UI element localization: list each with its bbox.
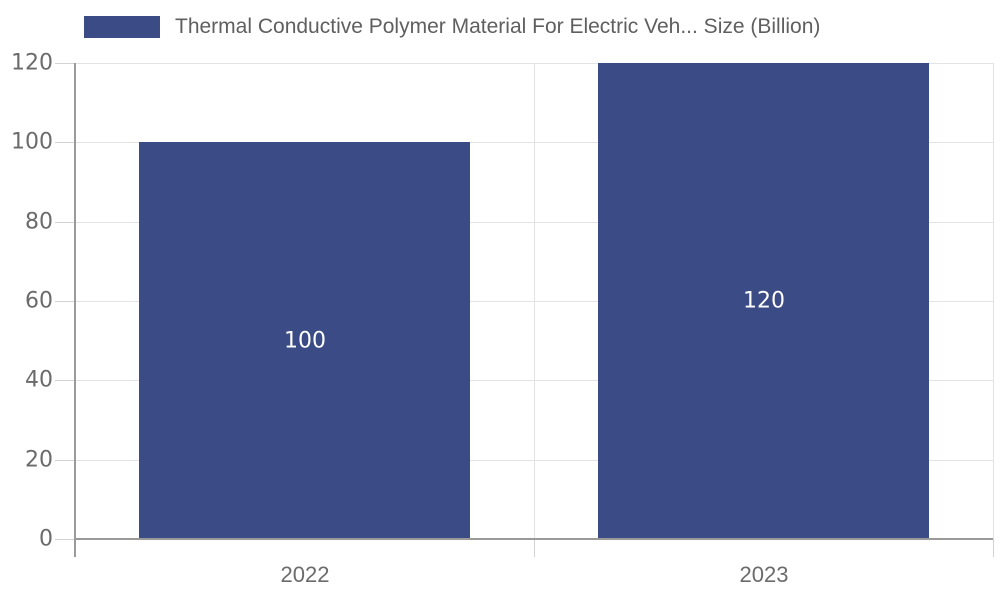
bar-value-label: 120: [743, 288, 785, 314]
legend-label: Thermal Conductive Polymer Material For …: [175, 15, 821, 38]
y-tick-label: 100: [11, 129, 53, 155]
y-tick-label: 0: [39, 526, 53, 552]
x-tick-label: 2022: [280, 562, 330, 587]
x-tick-label: 2023: [739, 562, 789, 587]
y-tick-label: 60: [25, 288, 53, 314]
x-axis-tick: [993, 539, 994, 557]
y-axis-tick: [55, 539, 75, 540]
y-axis-tick: [55, 460, 75, 461]
y-tick-label: 20: [25, 447, 53, 473]
gridline-vertical: [534, 63, 535, 539]
y-tick-label: 40: [25, 367, 53, 393]
y-axis-tick: [55, 301, 75, 302]
y-axis-tick: [55, 222, 75, 223]
y-axis-tick: [55, 142, 75, 143]
bar: [139, 142, 470, 539]
y-axis-line: [74, 63, 76, 557]
x-axis-tick: [534, 539, 535, 557]
chart-legend: Thermal Conductive Polymer Material For …: [84, 15, 820, 39]
legend-swatch: [84, 16, 160, 38]
y-tick-label: 120: [11, 50, 53, 76]
y-axis-tick: [55, 380, 75, 381]
y-axis-tick: [55, 63, 75, 64]
bar: [598, 63, 929, 539]
bar-value-label: 100: [284, 328, 326, 354]
gridline-vertical: [993, 63, 994, 539]
y-tick-label: 80: [25, 209, 53, 235]
x-axis-line: [75, 538, 993, 540]
